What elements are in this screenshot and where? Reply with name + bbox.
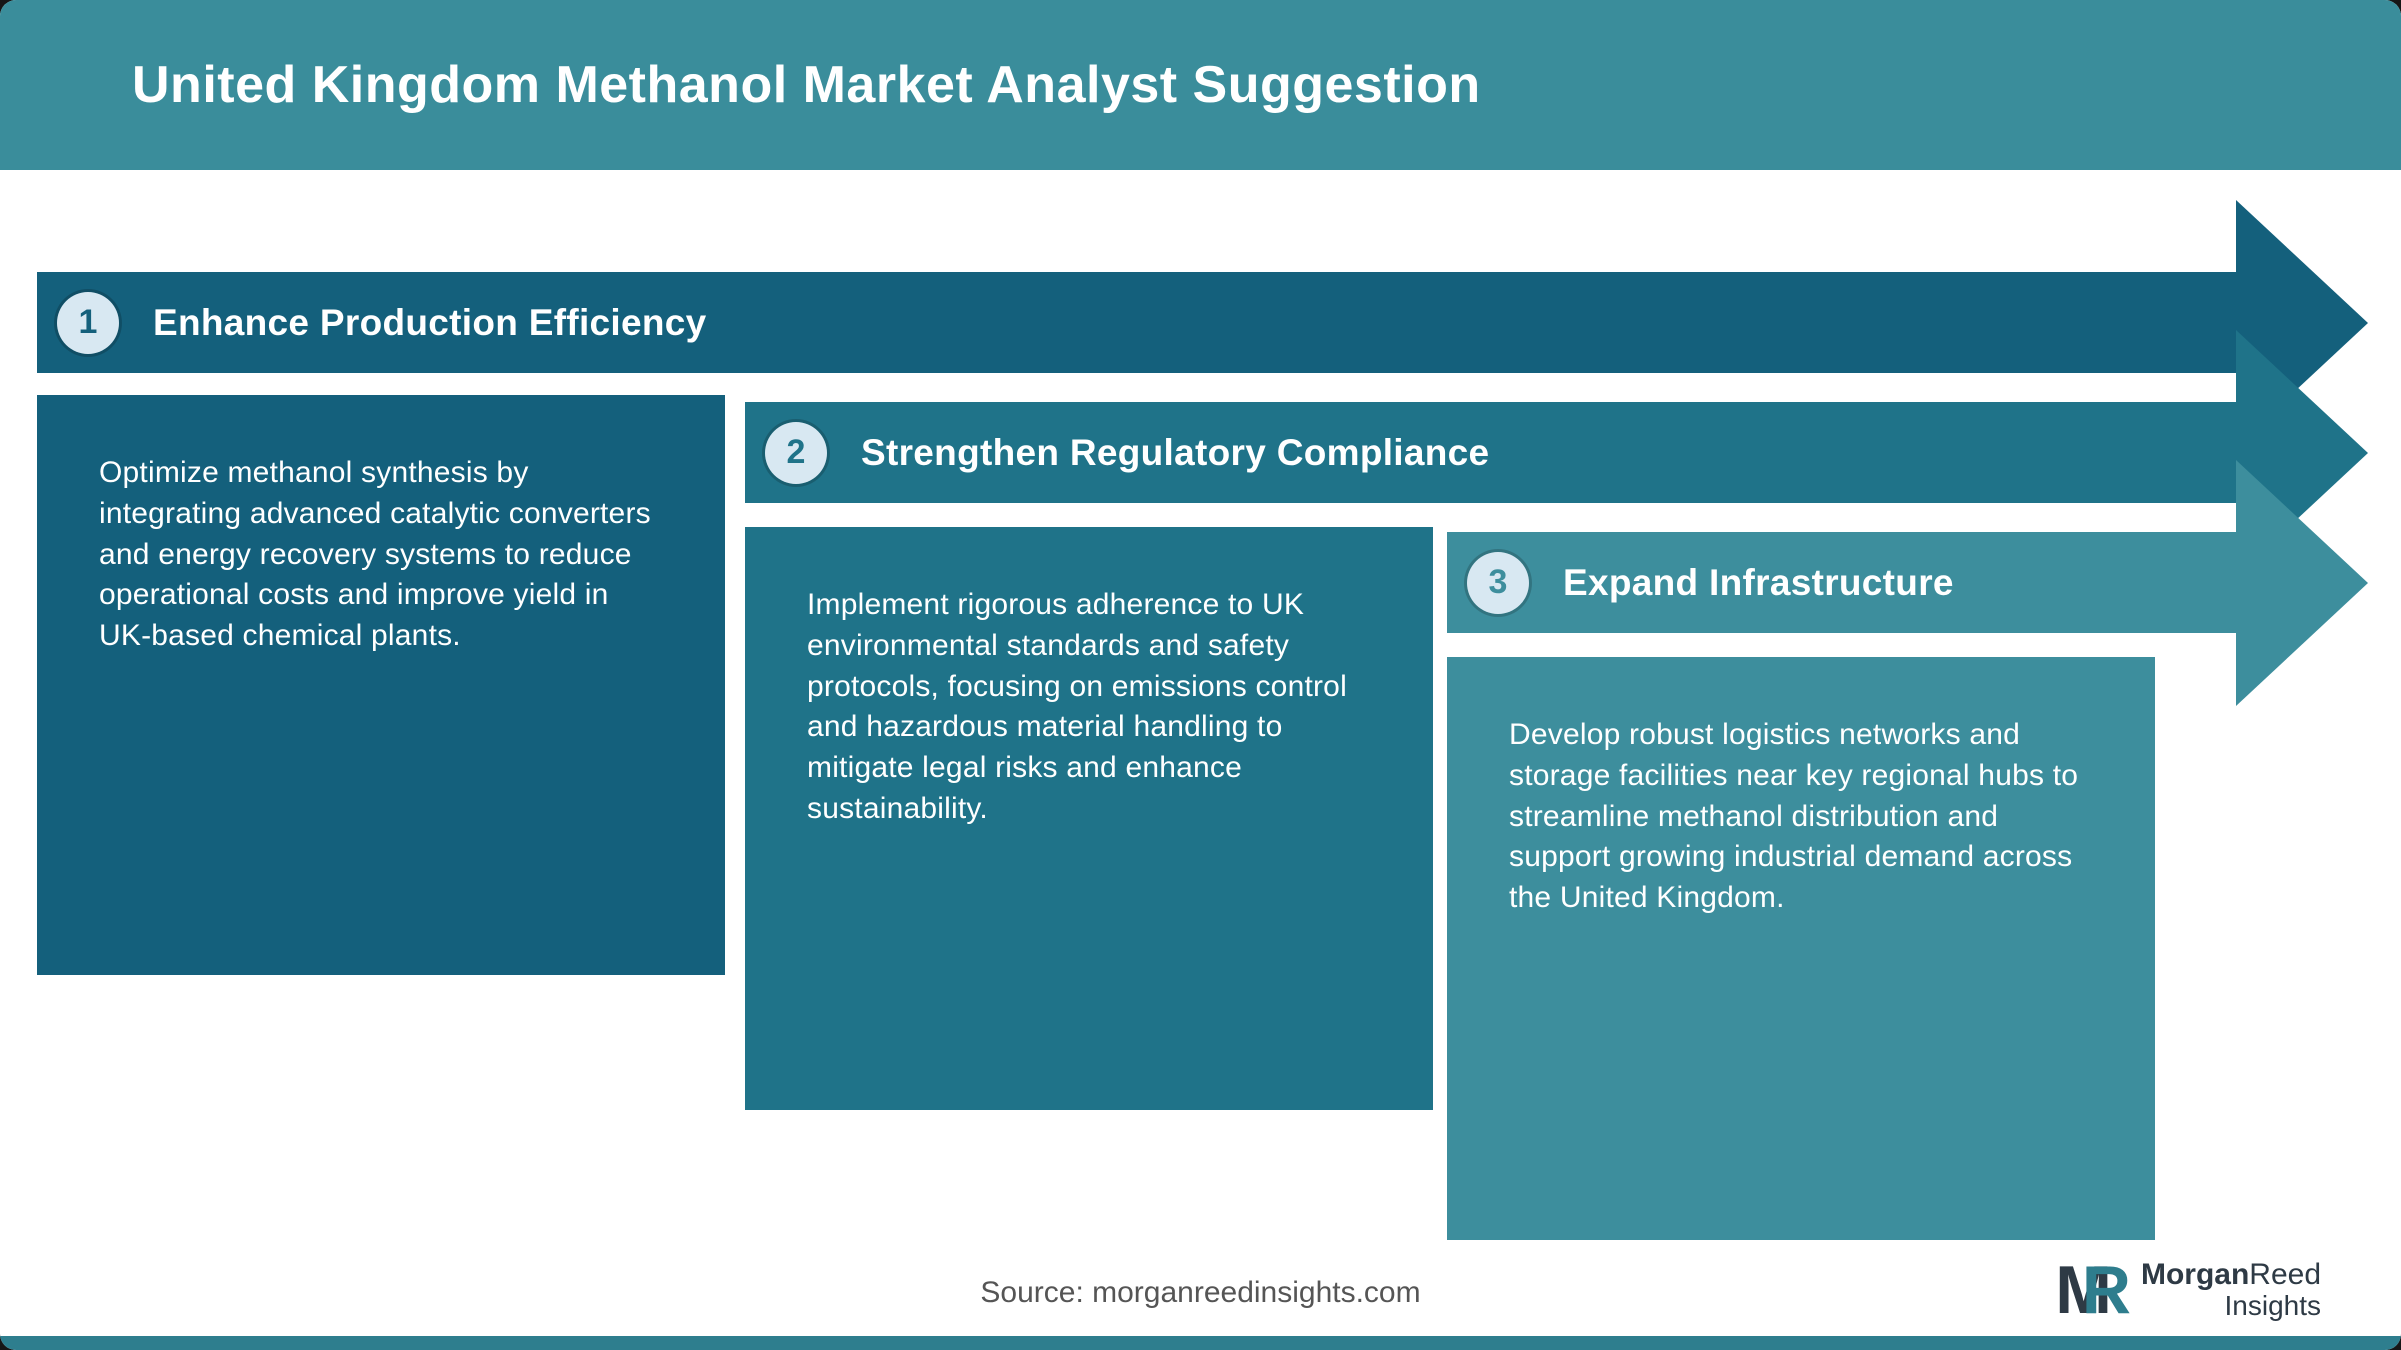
logo-name-reed: Reed xyxy=(2249,1258,2321,1292)
logo-name-morgan: Morgan xyxy=(2140,1258,2250,1292)
logo-monogram-r: R xyxy=(2081,1252,2131,1328)
step-3-number-badge: 3 xyxy=(1467,551,1529,614)
step-1-arrow-bar: 1 Enhance Production Efficiency xyxy=(37,272,2238,373)
step-1-number-badge: 1 xyxy=(57,291,119,354)
source-text: Source: morganreedinsights.com xyxy=(980,1276,1421,1309)
step-2-number-badge: 2 xyxy=(765,421,827,484)
logo-subtitle: Insights xyxy=(2224,1290,2322,1322)
logo-monogram-m: M xyxy=(2055,1252,2112,1328)
step-1-description: Optimize methanol synthesis by integrati… xyxy=(99,456,651,653)
bottom-accent-bar xyxy=(0,1336,2401,1350)
step-1-title: Enhance Production Efficiency xyxy=(153,301,707,343)
step-3-description-box: Develop robust logistics networks and st… xyxy=(1447,657,2155,1240)
step-3-arrow-bar: 3 Expand Infrastructure xyxy=(1447,532,2238,633)
header: United Kingdom Methanol Market Analyst S… xyxy=(0,0,2401,170)
step-3-title: Expand Infrastructure xyxy=(1563,561,1954,603)
page-title: United Kingdom Methanol Market Analyst S… xyxy=(132,56,1481,114)
step-2-description: Implement rigorous adherence to UK envir… xyxy=(807,588,1347,825)
step-3-description: Develop robust logistics networks and st… xyxy=(1509,718,2079,915)
step-2-description-box: Implement rigorous adherence to UK envir… xyxy=(745,527,1433,1110)
step-1-description-box: Optimize methanol synthesis by integrati… xyxy=(37,395,725,975)
step-2-arrow-bar: 2 Strengthen Regulatory Compliance xyxy=(745,402,2238,503)
step-2-title: Strengthen Regulatory Compliance xyxy=(861,431,1490,473)
logo-name: MorganReed xyxy=(2141,1258,2321,1291)
logo-text: MorganReed Insights xyxy=(2141,1258,2321,1322)
